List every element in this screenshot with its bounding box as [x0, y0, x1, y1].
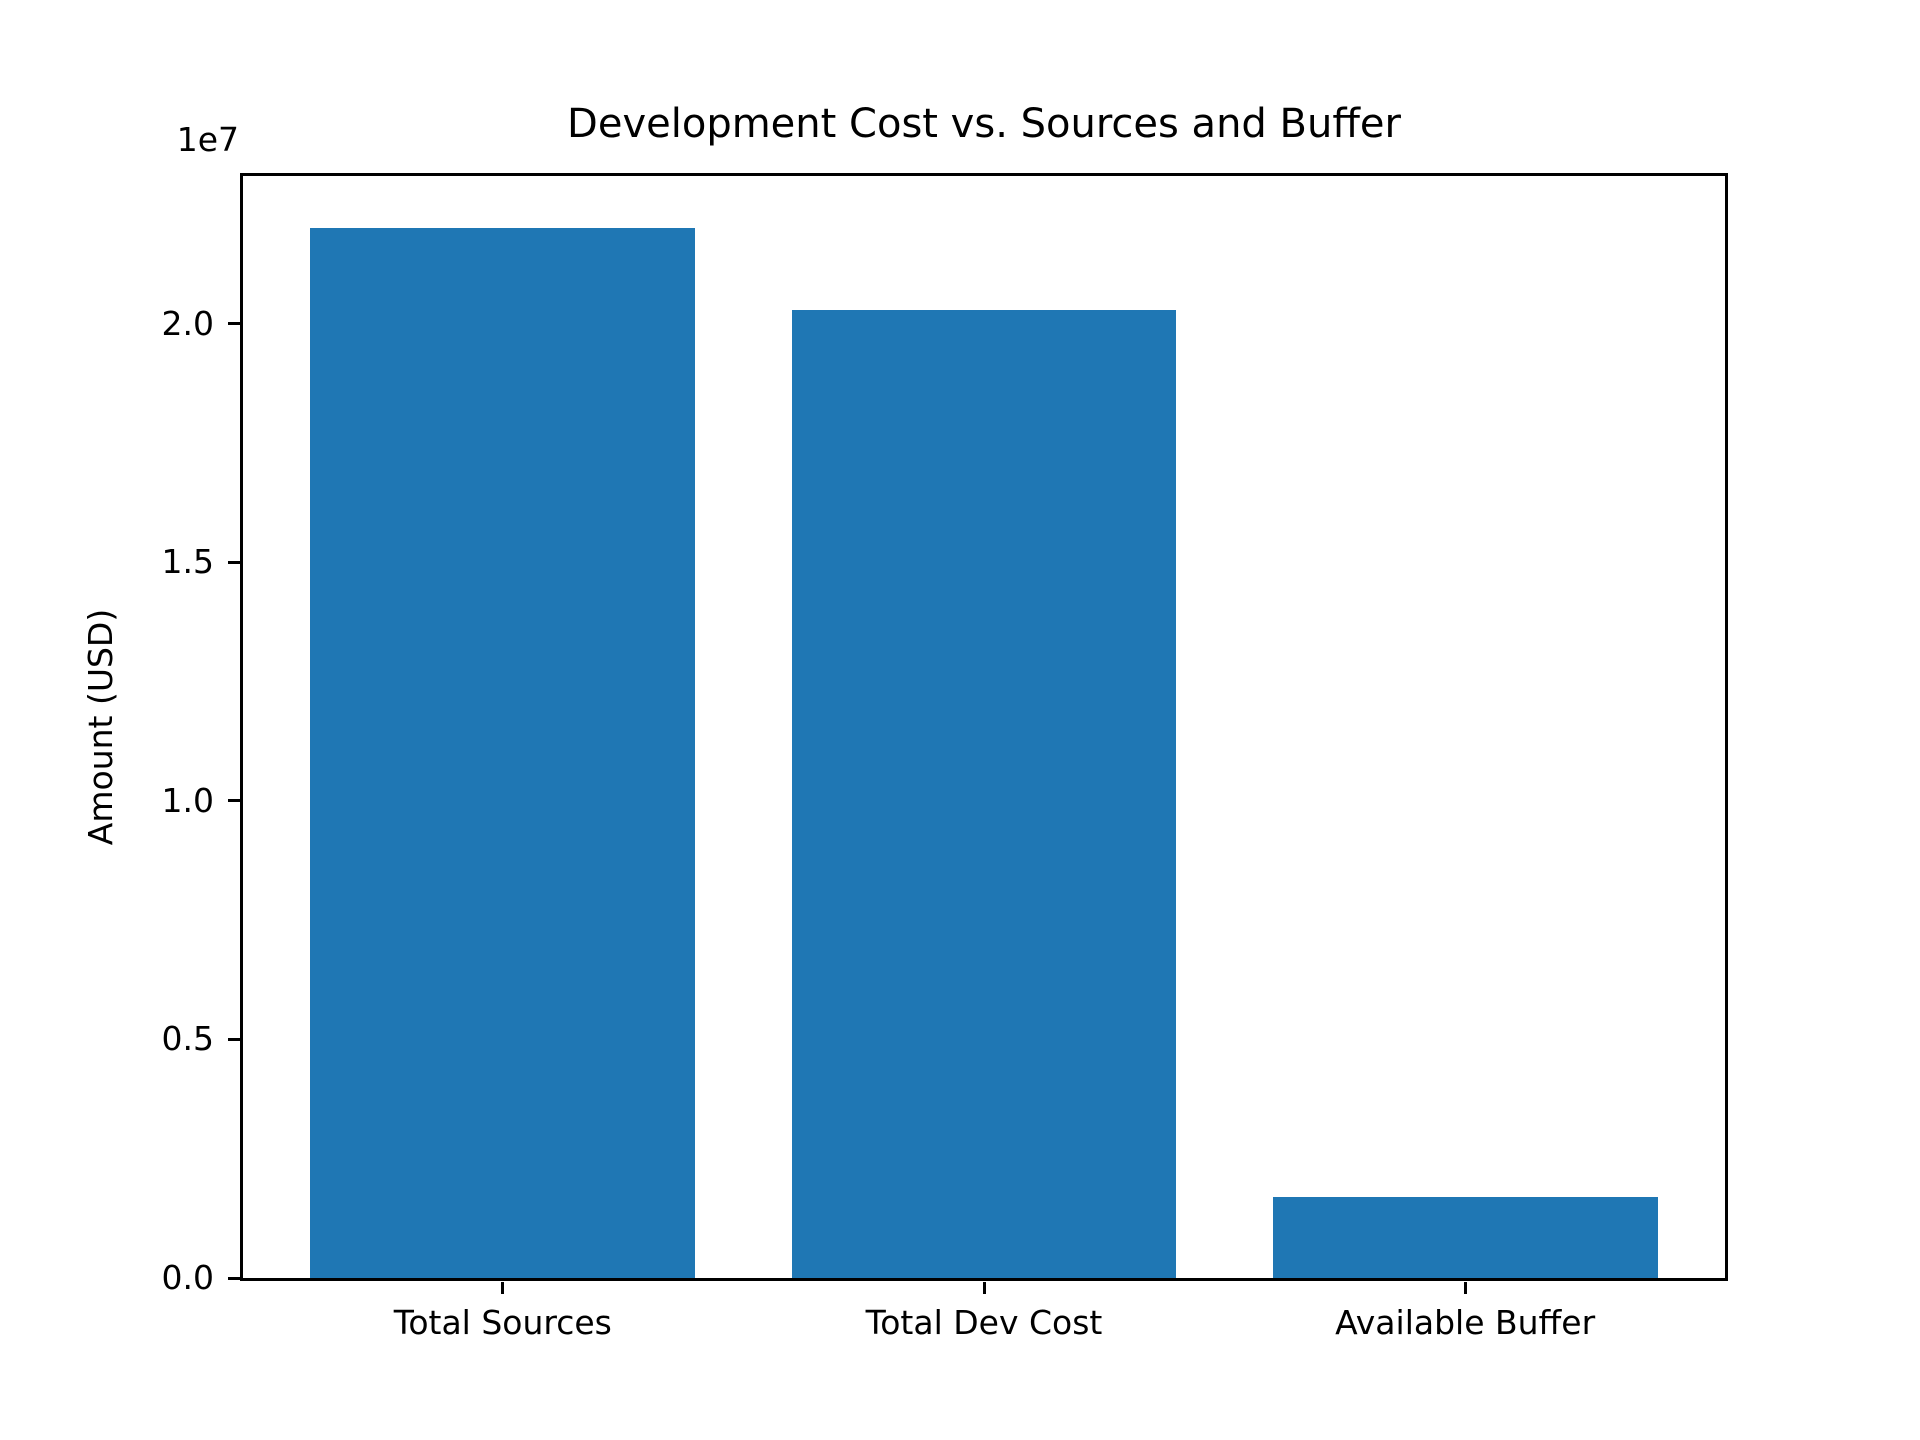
y-tick-label-0-0: 0.0: [161, 1258, 214, 1297]
y-tick-mark-0-0: [228, 1276, 240, 1280]
y-tick-mark-2-0: [228, 322, 240, 326]
y-axis-offset-label: 1e7: [176, 120, 239, 159]
plot-area: [240, 173, 1728, 1281]
y-tick-label-1-5: 1.5: [161, 542, 214, 582]
chart-title: Development Cost vs. Sources and Buffer: [567, 101, 1401, 147]
bar-total-sources: [310, 228, 696, 1278]
bar-total-dev-cost: [791, 309, 1177, 1278]
bar-available-buffer: [1272, 1196, 1658, 1278]
y-tick-label-0-5: 0.5: [161, 1019, 214, 1059]
x-tick-label-available-buffer: Available Buffer: [1335, 1303, 1596, 1342]
y-tick-mark-0-5: [228, 1037, 240, 1041]
x-tick-label-total-sources: Total Sources: [393, 1303, 612, 1342]
x-tick-mark-available-buffer: [1463, 1282, 1467, 1294]
y-tick-label-2-0: 2.0: [161, 303, 214, 343]
x-tick-mark-total-sources: [501, 1282, 505, 1294]
y-tick-label-1-0: 1.0: [161, 780, 214, 820]
x-tick-mark-total-dev-cost: [982, 1282, 986, 1294]
x-tick-label-total-dev-cost: Total Dev Cost: [865, 1303, 1103, 1342]
y-tick-mark-1-0: [228, 799, 240, 803]
y-tick-mark-1-5: [228, 560, 240, 564]
